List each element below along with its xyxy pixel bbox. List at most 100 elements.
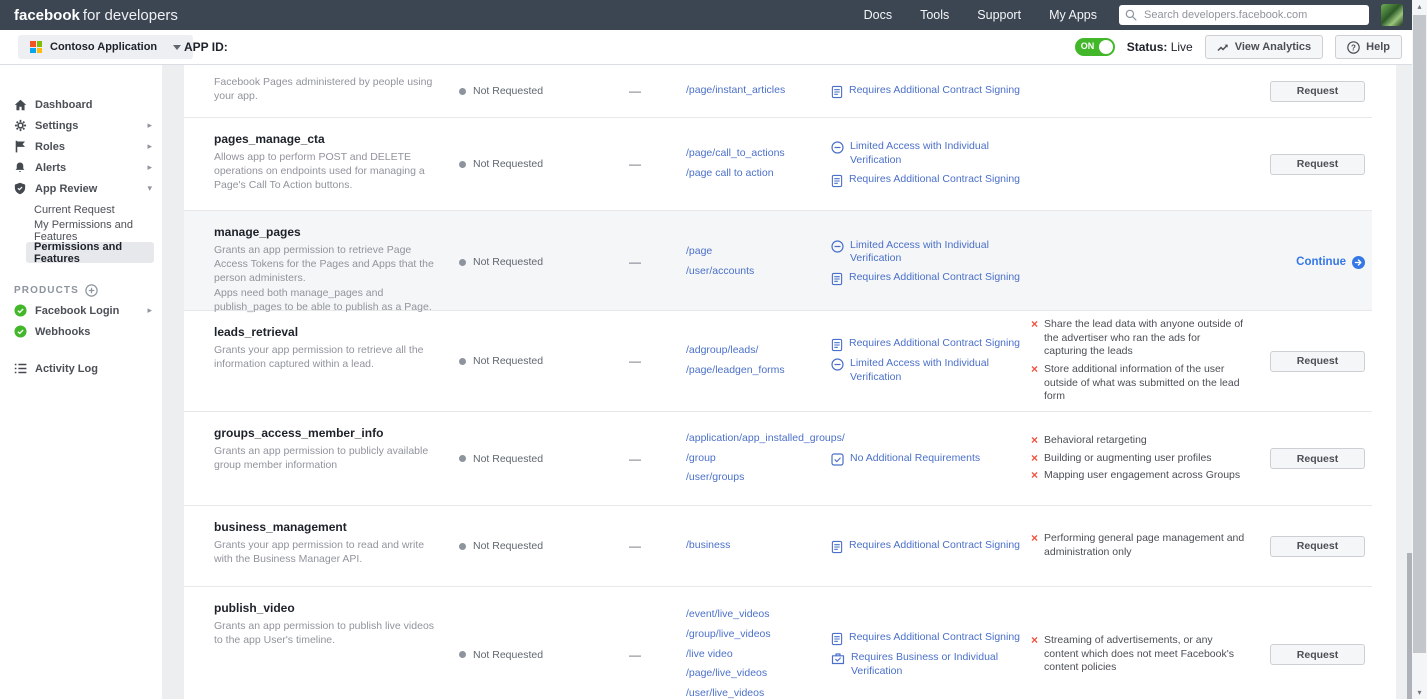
request-button[interactable]: Request [1270, 535, 1365, 557]
search-box[interactable] [1119, 5, 1369, 25]
search-input[interactable] [1142, 8, 1363, 22]
nav-tools[interactable]: Tools [920, 8, 950, 22]
permission-row: Facebook Pages administered by people us… [184, 65, 1372, 118]
sidebar-item-my-permissions-and-features[interactable]: My Permissions and Features [0, 219, 162, 243]
toggle-on-label: ON [1080, 41, 1095, 51]
endpoint-link[interactable]: /page [686, 245, 713, 258]
requirement-link[interactable]: Requires Additional Contract Signing [849, 630, 1021, 643]
plus-circle-icon[interactable] [85, 283, 98, 297]
contract-icon [831, 337, 843, 352]
permissions-list: Facebook Pages administered by people us… [184, 65, 1372, 699]
toggle-knob [1098, 40, 1113, 54]
continue-link[interactable]: Continue [1296, 255, 1365, 269]
sidebar-item-settings[interactable]: Settings ▸ [0, 115, 162, 136]
request-button[interactable]: Request [1270, 80, 1365, 102]
x-icon: × [1031, 433, 1039, 448]
requirement-link[interactable]: Requires Additional Contract Signing [849, 337, 1021, 350]
roles-icon [13, 140, 27, 153]
sidebar-item-facebook-login[interactable]: Facebook Login ▸ [0, 300, 162, 321]
endpoint-link[interactable]: /page/instant_articles [686, 84, 786, 97]
sidebar-item-app-review[interactable]: App Review ▾ [0, 178, 162, 199]
top-nav-links: Docs Tools Support My Apps [864, 8, 1097, 22]
status-label: Not Requested [473, 158, 544, 170]
search-icon [1125, 9, 1137, 21]
nav-support[interactable]: Support [977, 8, 1022, 22]
page-scrollbar[interactable]: ▴ ▾ [1412, 0, 1427, 699]
restriction-text: Mapping user engagement across Groups [1044, 469, 1241, 482]
requirement-link[interactable]: Requires Additional Contract Signing [849, 538, 1021, 551]
continue-label: Continue [1296, 256, 1346, 269]
requirement-link[interactable]: Limited Access with Individual Verificat… [850, 357, 989, 383]
sidebar-item-label: Alerts [35, 161, 67, 174]
nav-my-apps[interactable]: My Apps [1049, 8, 1097, 22]
requirement-link[interactable]: Requires Additional Contract Signing [849, 83, 1021, 96]
permission-description-line: Apps need both manage_pages and publish_… [214, 286, 432, 313]
sidebar-item-alerts[interactable]: Alerts ▸ [0, 157, 162, 178]
requirements: Requires Additional Contract Signing [831, 534, 1031, 559]
app-selector-dropdown[interactable]: Contoso Application [18, 35, 194, 59]
scroll-up-arrow-icon[interactable]: ▴ [1417, 2, 1422, 11]
sidebar-item-permissions-and-features[interactable]: Permissions and Features [26, 241, 154, 265]
profile-avatar[interactable] [1381, 4, 1403, 26]
permission-status: Not Requested [459, 158, 629, 170]
view-analytics-button[interactable]: View Analytics [1204, 35, 1324, 59]
x-icon: × [1031, 468, 1039, 483]
app-id-label: APP ID: [184, 40, 228, 54]
requirement-link[interactable]: Limited Access with Individual Verificat… [850, 140, 989, 166]
sidebar-item-roles[interactable]: Roles ▸ [0, 136, 162, 157]
chevron-right-icon: ▸ [147, 120, 152, 130]
permission-status: Not Requested [459, 85, 629, 97]
inner-scrollbar-thumb[interactable] [1407, 553, 1414, 699]
content-right-gutter [1396, 65, 1412, 699]
endpoint-link[interactable]: /group/live_videos [686, 627, 771, 640]
endpoint-link[interactable]: /application/app_installed_groups/ [686, 431, 845, 444]
requirement-link[interactable]: No Additional Requirements [850, 451, 981, 464]
requirement-link[interactable]: Limited Access with Individual Verificat… [850, 238, 989, 265]
help-question-icon: ? [1347, 40, 1360, 54]
endpoint-link[interactable]: /page call to action [686, 167, 774, 179]
endpoint-link[interactable]: /page/leadgen_forms [686, 364, 785, 376]
facebook-developers-logo[interactable]: facebook for developers [14, 7, 178, 24]
request-button[interactable]: Request [1270, 644, 1365, 665]
sidebar-item-webhooks[interactable]: Webhooks [0, 321, 162, 342]
permission-row: manage_pages Grants an app permission to… [184, 211, 1372, 313]
endpoint-link[interactable]: /user/groups [686, 471, 745, 484]
endpoint-link[interactable]: /business [686, 539, 731, 552]
permission-name: business_management [214, 520, 347, 534]
requirement-link[interactable]: Requires Additional Contract Signing [849, 172, 1021, 185]
permission-description: Grants an app permission to publish live… [214, 619, 443, 647]
request-button[interactable]: Request [1270, 350, 1365, 372]
sidebar-item-activity-log[interactable]: Activity Log [0, 358, 162, 379]
sidebar-item-label: Roles [35, 140, 65, 153]
products-label: PRODUCTS [14, 284, 79, 296]
sidebar-item-dashboard[interactable]: Dashboard [0, 94, 162, 115]
x-icon: × [1031, 317, 1039, 332]
app-status-toggle[interactable]: ON [1074, 38, 1115, 56]
scroll-down-arrow-icon[interactable]: ▾ [1417, 688, 1422, 697]
permission-description: Facebook Pages administered by people us… [214, 75, 443, 103]
action-cell: Request [1260, 80, 1372, 102]
endpoint-link[interactable]: /group [686, 451, 716, 464]
scrollbar-thumb[interactable] [1413, 15, 1426, 653]
endpoint-link[interactable]: /user/accounts [686, 265, 755, 278]
endpoint-link[interactable]: /page/call_to_actions [686, 147, 785, 160]
permission-status: Not Requested [459, 649, 629, 661]
sidebar-item-current-request[interactable]: Current Request [0, 199, 162, 220]
endpoint-links: /event/live_videos/group/live_videos/liv… [686, 605, 831, 699]
endpoint-link[interactable]: /user/live_videos [686, 687, 765, 699]
permission-row: publish_video Grants an app permission t… [184, 587, 1372, 699]
requirement-link[interactable]: Requires Business or Individual Verifica… [851, 650, 999, 677]
endpoint-link[interactable]: /event/live_videos [686, 607, 770, 620]
request-button[interactable]: Request [1270, 153, 1365, 175]
action-cell: Request [1260, 535, 1372, 557]
request-button[interactable]: Request [1270, 448, 1365, 469]
restrictions: × Streaming of advertisements, or any con… [1031, 630, 1260, 679]
nav-docs[interactable]: Docs [863, 8, 893, 22]
endpoint-link[interactable]: /live video [686, 647, 733, 660]
app-header-bar: Contoso Application APP ID: ON Status: L… [0, 30, 1427, 65]
help-button[interactable]: ? Help [1335, 35, 1402, 59]
endpoint-link[interactable]: /page/live_videos [686, 667, 768, 680]
endpoint-link[interactable]: /adgroup/leads/ [686, 344, 759, 357]
requirement-link[interactable]: Requires Additional Contract Signing [849, 271, 1021, 284]
sidebar-divider [162, 65, 184, 699]
